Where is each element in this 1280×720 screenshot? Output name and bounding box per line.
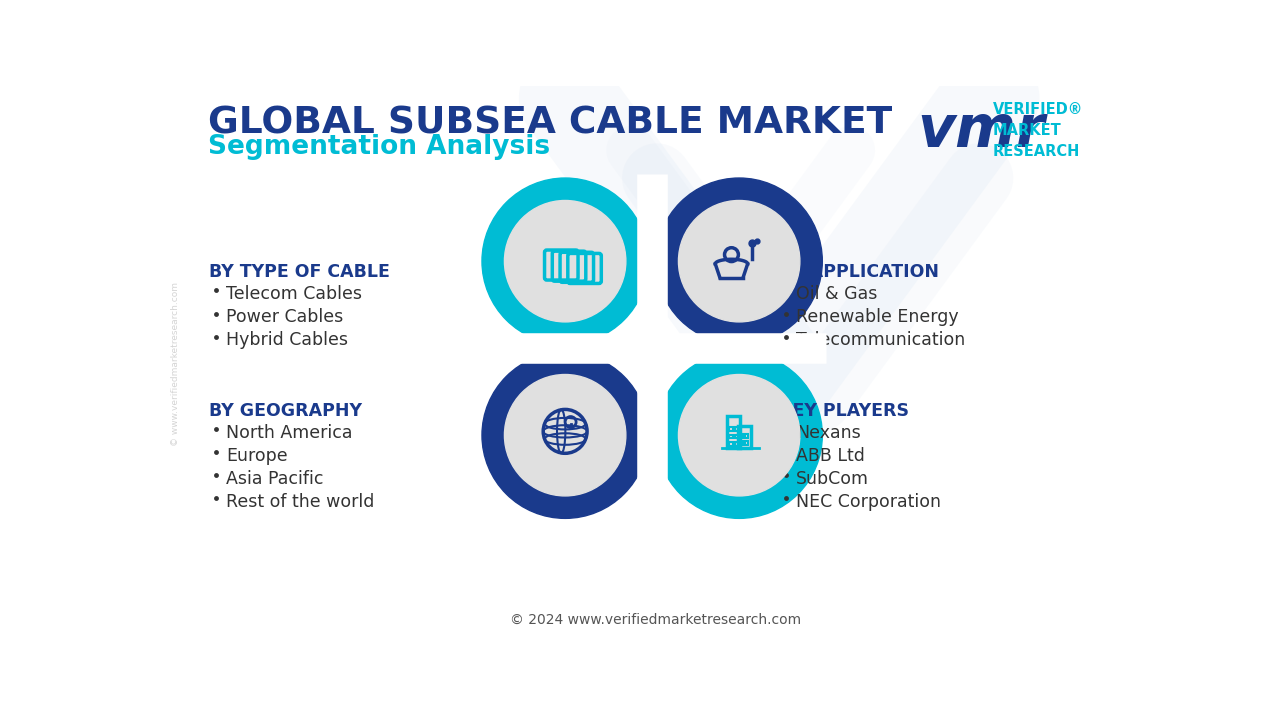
Text: NEC Corporation: NEC Corporation (796, 493, 941, 511)
Text: © www.verifiedmarketresearch.com: © www.verifiedmarketresearch.com (172, 282, 180, 446)
Circle shape (643, 338, 662, 359)
Text: Oil & Gas: Oil & Gas (796, 285, 878, 303)
Bar (735, 435, 737, 438)
Text: Renewable Energy: Renewable Energy (796, 308, 959, 326)
Circle shape (483, 352, 648, 518)
Text: vmr: vmr (918, 102, 1046, 159)
Circle shape (657, 178, 822, 344)
Bar (727, 415, 740, 448)
Text: BY GEOGRAPHY: BY GEOGRAPHY (210, 402, 362, 420)
Text: SubCom: SubCom (796, 470, 869, 488)
Text: BY TYPE OF CABLE: BY TYPE OF CABLE (210, 264, 390, 282)
Text: BY APPLICATION: BY APPLICATION (780, 264, 940, 282)
Text: North America: North America (227, 423, 353, 441)
Bar (745, 441, 749, 445)
Text: Power Cables: Power Cables (227, 308, 343, 326)
Circle shape (657, 352, 822, 518)
Text: VERIFIED®
MARKET
RESEARCH: VERIFIED® MARKET RESEARCH (992, 102, 1083, 159)
Bar (735, 442, 737, 446)
Bar (730, 435, 732, 438)
Text: Segmentation Analysis: Segmentation Analysis (207, 134, 550, 160)
Text: Europe: Europe (227, 446, 288, 465)
Circle shape (483, 178, 648, 344)
Bar (730, 427, 732, 431)
Text: Hybrid Cables: Hybrid Cables (227, 331, 348, 349)
Text: ABB Ltd: ABB Ltd (796, 446, 865, 465)
Text: KEY PLAYERS: KEY PLAYERS (780, 402, 909, 420)
Bar (739, 426, 751, 448)
Circle shape (678, 200, 800, 322)
Circle shape (504, 374, 626, 496)
Circle shape (678, 374, 800, 496)
Text: GLOBAL SUBSEA CABLE MARKET: GLOBAL SUBSEA CABLE MARKET (207, 106, 892, 142)
Circle shape (504, 200, 626, 322)
Bar (735, 427, 737, 431)
Text: Rest of the world: Rest of the world (227, 493, 375, 511)
Text: Nexans: Nexans (796, 423, 861, 441)
Text: Asia Pacific: Asia Pacific (227, 470, 324, 488)
Bar (745, 434, 749, 438)
Text: © 2024 www.verifiedmarketresearch.com: © 2024 www.verifiedmarketresearch.com (511, 613, 801, 627)
Bar (730, 442, 732, 446)
Bar (740, 441, 742, 445)
Text: Telecom Cables: Telecom Cables (227, 285, 362, 303)
Bar (740, 434, 742, 438)
Text: Telecommunication: Telecommunication (796, 331, 965, 349)
